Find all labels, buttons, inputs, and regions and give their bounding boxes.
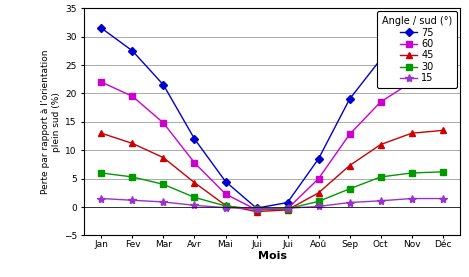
45: [347, 164, 352, 167]
45: [161, 156, 166, 159]
60: [378, 100, 383, 104]
30: [285, 207, 290, 211]
15: [409, 197, 415, 200]
15: [254, 207, 259, 211]
30: [409, 171, 415, 175]
15: [129, 199, 135, 202]
Line: 15: 15: [97, 194, 447, 213]
45: [378, 143, 383, 146]
30: [129, 175, 135, 179]
45: [440, 129, 446, 132]
30: [192, 196, 197, 199]
15: [347, 201, 352, 204]
45: [254, 210, 259, 213]
45: [192, 181, 197, 184]
Y-axis label: Perte par rapport à l’orientation
plein sud (%): Perte par rapport à l’orientation plein …: [41, 50, 61, 194]
60: [440, 78, 446, 81]
15: [440, 197, 446, 200]
75: [192, 137, 197, 141]
Line: 60: 60: [98, 76, 446, 213]
30: [440, 170, 446, 173]
15: [192, 204, 197, 207]
75: [285, 201, 290, 204]
30: [254, 208, 259, 211]
30: [316, 200, 321, 203]
45: [316, 191, 321, 194]
60: [223, 192, 228, 196]
45: [223, 204, 228, 207]
15: [161, 200, 166, 204]
60: [98, 80, 104, 84]
15: [378, 199, 383, 202]
60: [129, 95, 135, 98]
75: [254, 207, 259, 210]
60: [192, 161, 197, 165]
60: [254, 208, 259, 212]
30: [223, 204, 228, 207]
60: [285, 207, 290, 211]
15: [316, 205, 321, 208]
Line: 45: 45: [98, 128, 446, 214]
45: [98, 132, 104, 135]
75: [129, 49, 135, 53]
15: [285, 207, 290, 210]
30: [161, 183, 166, 186]
Line: 30: 30: [98, 169, 446, 212]
30: [98, 171, 104, 175]
60: [161, 121, 166, 125]
75: [440, 21, 446, 24]
45: [409, 132, 415, 135]
Legend: 75, 60, 45, 30, 15: 75, 60, 45, 30, 15: [377, 11, 457, 88]
X-axis label: Mois: Mois: [257, 252, 287, 261]
75: [223, 180, 228, 183]
30: [378, 175, 383, 179]
45: [129, 142, 135, 145]
60: [409, 80, 415, 84]
30: [347, 187, 352, 191]
75: [161, 83, 166, 87]
45: [285, 208, 290, 212]
75: [378, 58, 383, 61]
75: [98, 27, 104, 30]
75: [316, 157, 321, 160]
15: [98, 197, 104, 200]
15: [223, 206, 228, 209]
60: [347, 133, 352, 136]
Line: 75: 75: [98, 20, 446, 211]
75: [409, 27, 415, 30]
75: [347, 98, 352, 101]
60: [316, 177, 321, 180]
